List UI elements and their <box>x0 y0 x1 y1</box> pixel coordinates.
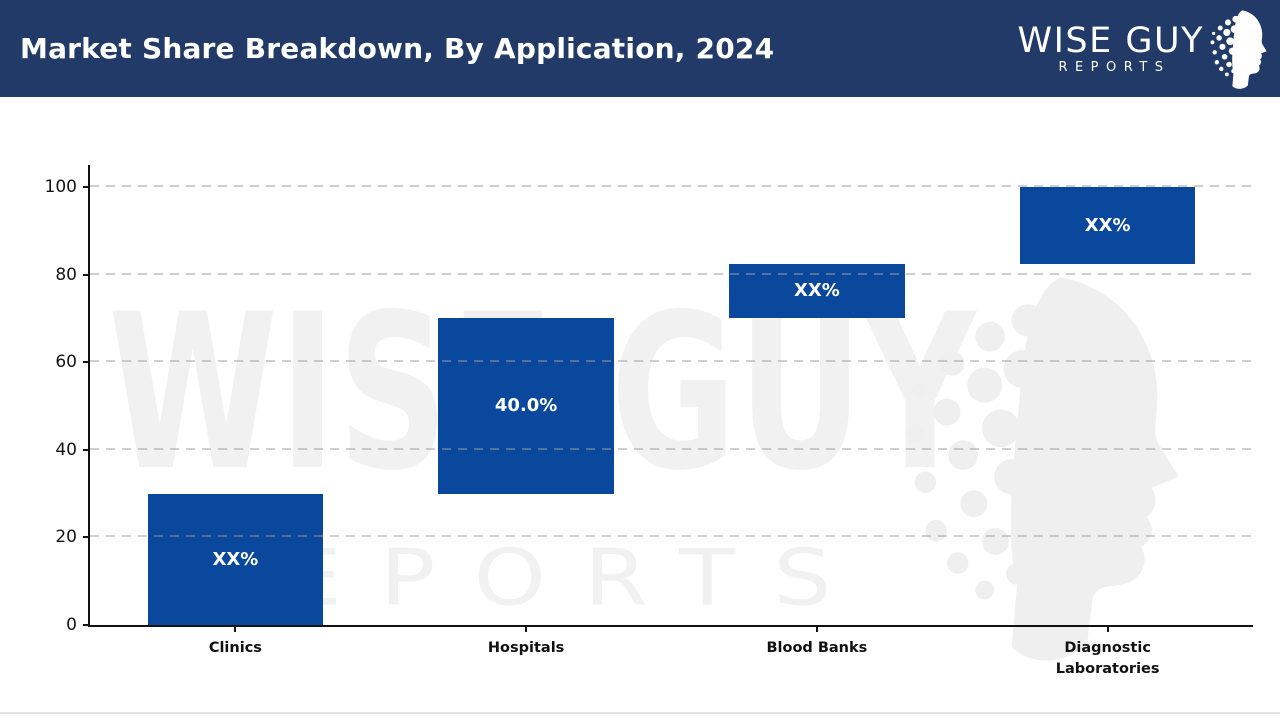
bar-value-label: XX% <box>793 280 840 302</box>
page-title: Market Share Breakdown, By Application, … <box>20 32 775 65</box>
x-tick-label: Hospitals <box>487 640 565 656</box>
y-axis-tick <box>83 185 90 188</box>
y-gridline <box>90 447 1253 450</box>
y-tick-label: 20 <box>55 527 77 548</box>
y-gridline <box>90 360 1253 363</box>
bar-value-label: XX% <box>1084 214 1131 236</box>
y-tick-label: 80 <box>55 264 77 285</box>
logo-text: WISE GUY REPORTS <box>1017 20 1204 76</box>
y-axis-tick <box>83 273 90 276</box>
footer-divider <box>0 712 1280 714</box>
y-tick-label: 100 <box>44 176 77 197</box>
bar-value-label: 40.0% <box>494 395 558 417</box>
x-axis-tick <box>525 625 528 632</box>
bar: XX% <box>147 493 324 625</box>
y-tick-label: 40 <box>55 439 77 460</box>
y-tick-label: 60 <box>55 352 77 373</box>
plot-area: 0 20 40 60 80 100 XX% Clinics 40.0% Hospitals XX% B… <box>45 165 1253 677</box>
header-bar: Market Share Breakdown, By Application, … <box>0 0 1280 97</box>
x-axis-tick <box>815 625 818 632</box>
y-tick-label: 0 <box>66 615 77 635</box>
x-tick-label: Blood Banks <box>766 640 868 656</box>
x-axis-tick <box>1106 625 1109 632</box>
logo-wordmark: WISE GUY <box>1017 20 1204 61</box>
wise-guy-reports-logo: WISE GUY REPORTS <box>1017 4 1270 94</box>
y-gridline <box>90 272 1253 275</box>
logo-head-icon <box>1210 10 1267 89</box>
bar: 40.0% <box>438 318 614 494</box>
x-tick-label: Clinics <box>208 640 262 656</box>
y-axis-tick <box>83 536 90 539</box>
bar: XX% <box>1019 186 1196 264</box>
y-axis-tick <box>83 448 90 451</box>
bar-value-label: XX% <box>212 548 259 570</box>
logo-subtitle: REPORTS <box>1058 60 1171 76</box>
y-axis-tick <box>83 624 90 626</box>
y-gridline <box>90 535 1253 538</box>
y-axis-tick <box>83 361 90 364</box>
y-gridline <box>90 184 1253 187</box>
x-tick-label: Diagnostic Laboratories <box>1055 640 1160 678</box>
x-axis-tick <box>234 625 237 632</box>
